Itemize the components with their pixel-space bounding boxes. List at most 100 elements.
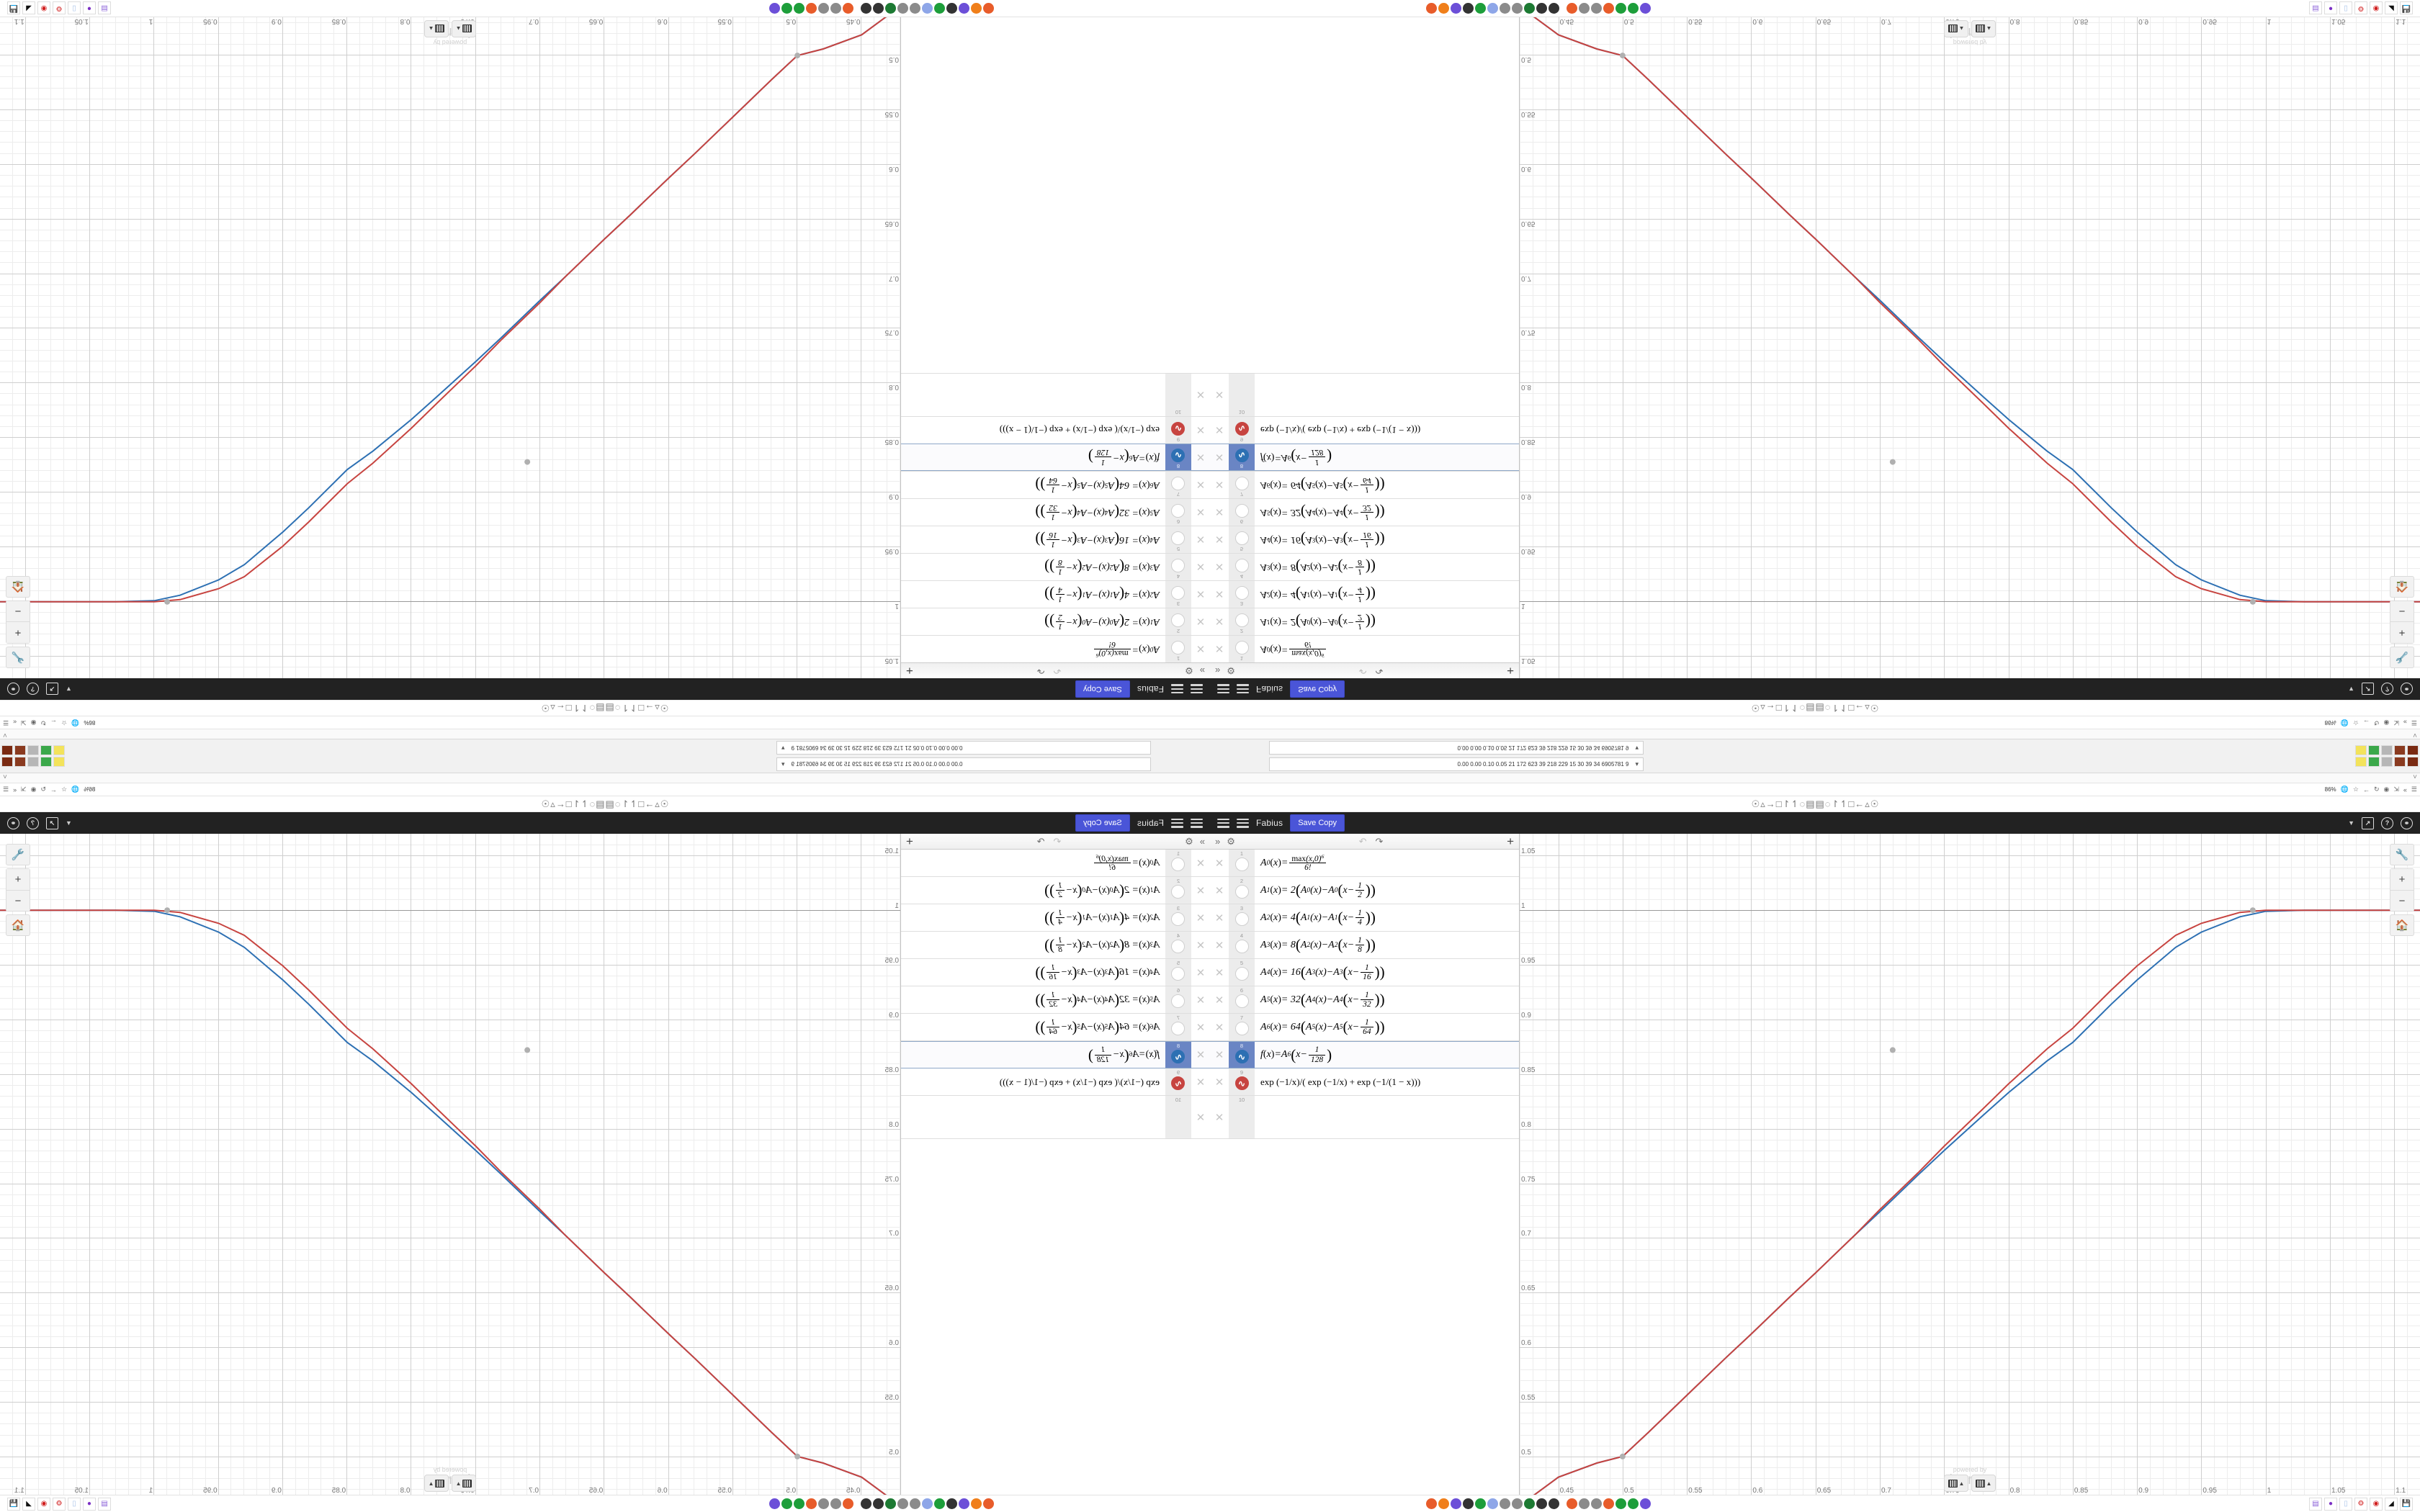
redo-icon[interactable]: ↷ xyxy=(1036,835,1045,847)
expression-index-3[interactable]: 3 xyxy=(1165,581,1191,608)
expression-math[interactable]: A 6(x) = 64(A 5(x)− A 5(x − 1 64)) xyxy=(1260,476,1385,495)
expression-math[interactable] xyxy=(901,374,1165,416)
app-icon[interactable] xyxy=(781,1498,792,1509)
expression-index-6[interactable]: 6 xyxy=(1229,986,1255,1013)
language-globe-icon[interactable]: ⚭ xyxy=(7,816,19,829)
bookmark-icon[interactable] xyxy=(2355,757,2367,767)
wrench-icon[interactable]: 🔧 xyxy=(2390,844,2414,865)
bookmark-icon[interactable] xyxy=(27,757,39,767)
tab-icon[interactable]: ☉ xyxy=(1751,798,1760,809)
tab-icon-active[interactable]: ▤ xyxy=(1815,703,1824,714)
expression-row-6[interactable]: ✕ 6 A 5(x) = 32(A 4(x)− A 4(x − 1 32)) xyxy=(901,986,1210,1014)
app-icon[interactable] xyxy=(934,3,945,14)
expression-index-9[interactable]: 9 ∿ xyxy=(1165,417,1191,444)
graph-canvas[interactable]: 0.45 0.5 0.55 0.6 0.65 0.7 0.75 0.8 0.85 0.9 0.95 1… xyxy=(0,834,900,1495)
zoom-in-icon[interactable]: + xyxy=(2390,622,2414,644)
hamburger-icon[interactable] xyxy=(1217,818,1229,828)
share-icon[interactable]: ↗ xyxy=(46,816,58,829)
hamburger-icon[interactable] xyxy=(1191,684,1203,694)
app-icon[interactable] xyxy=(806,3,817,14)
app-icon[interactable] xyxy=(861,1498,871,1509)
expression-color-dot[interactable] xyxy=(1234,613,1249,627)
tab-icon[interactable]: ↿ xyxy=(1791,703,1799,714)
list-icon[interactable] xyxy=(1237,818,1249,828)
tab-icon-active[interactable]: ▤ xyxy=(605,703,614,714)
tab-icon[interactable]: ← xyxy=(1855,798,1865,809)
expression-color-dot[interactable]: ∿ xyxy=(1171,449,1186,462)
delete-expression-icon[interactable]: ✕ xyxy=(1214,642,1224,655)
tab-icon[interactable]: ▵ xyxy=(1865,703,1870,714)
delete-expression-icon[interactable]: ✕ xyxy=(1214,588,1224,600)
expression-row-4[interactable]: ✕ 4 A 3(x) = 8(A 2(x)− A 2(x − 1 8)) xyxy=(901,932,1210,959)
expression-math[interactable]: A 1(x) = 2(A 0(x)− A 0(x − 1 2)) xyxy=(1044,881,1160,899)
expression-color-dot[interactable] xyxy=(1234,504,1249,518)
chevron-down-icon[interactable]: ˅ xyxy=(3,731,7,739)
tab-icon[interactable]: ▵ xyxy=(550,798,555,809)
expression-math[interactable]: A 5(x) = 32(A 4(x)− A 4(x − 1 32)) xyxy=(1260,503,1385,522)
chevron-down-icon[interactable]: ▾ xyxy=(781,760,785,768)
app-icon[interactable] xyxy=(781,3,792,14)
delete-expression-icon[interactable]: ✕ xyxy=(1214,615,1224,628)
menu-icon[interactable]: ☰ xyxy=(3,786,9,793)
save-copy-button[interactable]: Save Copy xyxy=(1075,680,1130,698)
expression-color-dot[interactable] xyxy=(1234,641,1249,654)
undo-icon[interactable]: ↶ xyxy=(1358,835,1367,847)
keyboard-toggle-button-2[interactable]: ▲ xyxy=(424,1475,449,1492)
expression-color-dot[interactable] xyxy=(1234,858,1249,871)
bookmark-icon[interactable] xyxy=(14,757,26,767)
list-icon[interactable] xyxy=(1237,684,1249,694)
expression-index-8[interactable]: 8 ∿ xyxy=(1165,444,1191,470)
app-icon[interactable] xyxy=(1536,3,1547,14)
expression-index-10[interactable]: 10 xyxy=(1165,1096,1191,1138)
gear-icon[interactable]: ⚙ xyxy=(1185,665,1193,677)
zoom-in-icon[interactable]: + xyxy=(6,622,30,644)
gear-red-icon[interactable]: ⚙ xyxy=(2354,1497,2367,1511)
delete-expression-icon[interactable]: ✕ xyxy=(1214,857,1224,870)
expression-math[interactable] xyxy=(1255,374,1519,416)
expression-math[interactable]: A 2(x) = 4(A 1(x)− A 1(x − 1 4)) xyxy=(1044,908,1160,927)
delete-expression-icon[interactable]: ✕ xyxy=(1196,388,1206,401)
expression-math[interactable]: A 4(x) = 16(A 3(x)− A 3(x − 1 16)) xyxy=(1260,963,1385,981)
globe-icon[interactable]: ◉ xyxy=(2383,719,2390,726)
reload-icon[interactable]: ↻ xyxy=(40,719,47,726)
translate-icon[interactable]: 🌐 xyxy=(2340,786,2349,793)
palette-icon[interactable]: ▤ xyxy=(98,1,111,15)
expression-index-7[interactable]: 7 xyxy=(1229,472,1255,498)
tab-icon[interactable]: □ xyxy=(638,703,645,714)
expression-row-2[interactable]: ✕ 2 A 1(x) = 2(A 0(x)− A 0(x − 1 2)) xyxy=(1210,608,1519,635)
app-icon[interactable] xyxy=(1549,3,1559,14)
help-icon[interactable]: ? xyxy=(2381,683,2393,696)
expression-color-dot[interactable] xyxy=(1234,885,1249,899)
expression-row-4[interactable]: ✕ 4 A 3(x) = 8(A 2(x)− A 2(x − 1 8)) xyxy=(1210,932,1519,959)
save-copy-button[interactable]: Save Copy xyxy=(1290,814,1345,832)
expression-row-3[interactable]: ✕ 3 A 2(x) = 4(A 1(x)− A 1(x − 1 4)) xyxy=(901,904,1210,932)
translate-icon[interactable]: 🌐 xyxy=(2340,719,2349,726)
app-icon[interactable] xyxy=(1567,3,1577,14)
tab-icon[interactable]: □ xyxy=(565,798,572,809)
caret-down-icon[interactable]: ▼ xyxy=(66,685,72,693)
delete-expression-icon[interactable]: ✕ xyxy=(1214,451,1224,463)
expression-color-dot[interactable] xyxy=(1171,885,1186,899)
expression-rows[interactable]: ✕ 1 A 0(x) = max(x,0)6 6! ✕ 2 A 1(x) = 2(A 0(x)− A… xyxy=(901,17,1210,662)
graph-title[interactable]: Fabius xyxy=(1256,684,1283,694)
bookmark-icon[interactable] xyxy=(2368,745,2380,755)
expression-index-5[interactable]: 5 xyxy=(1229,959,1255,986)
keyboard-toggle-button[interactable]: ▲ xyxy=(1944,20,1968,37)
graph-title[interactable]: Fabius xyxy=(1137,818,1164,828)
expand-icon[interactable]: « xyxy=(2403,719,2407,726)
tab-icon-active[interactable]: ▤ xyxy=(1806,703,1815,714)
menu-icon[interactable]: ☰ xyxy=(2411,786,2417,793)
expression-row-8[interactable]: ✕ 8 ∿ f(x) = A 6(x − 1 128) xyxy=(1210,444,1519,471)
tab-icon[interactable]: ↾ xyxy=(629,703,638,714)
app-icon[interactable] xyxy=(794,1498,805,1509)
app-icon[interactable] xyxy=(1591,3,1602,14)
expression-math[interactable]: A 0(x) = max(x,0)6 6! xyxy=(1255,850,1519,876)
delete-expression-icon[interactable]: ✕ xyxy=(1214,912,1224,924)
tab-icon[interactable]: ☉ xyxy=(660,798,669,809)
expression-color-dot[interactable] xyxy=(1171,912,1186,926)
zoom-out-icon[interactable]: − xyxy=(2390,890,2414,912)
app-icon[interactable] xyxy=(1475,1498,1486,1509)
language-globe-icon[interactable]: ⚭ xyxy=(2401,683,2413,696)
gear-icon[interactable]: ⚙ xyxy=(1227,835,1235,847)
forward-icon[interactable]: ⇲ xyxy=(2393,719,2399,726)
